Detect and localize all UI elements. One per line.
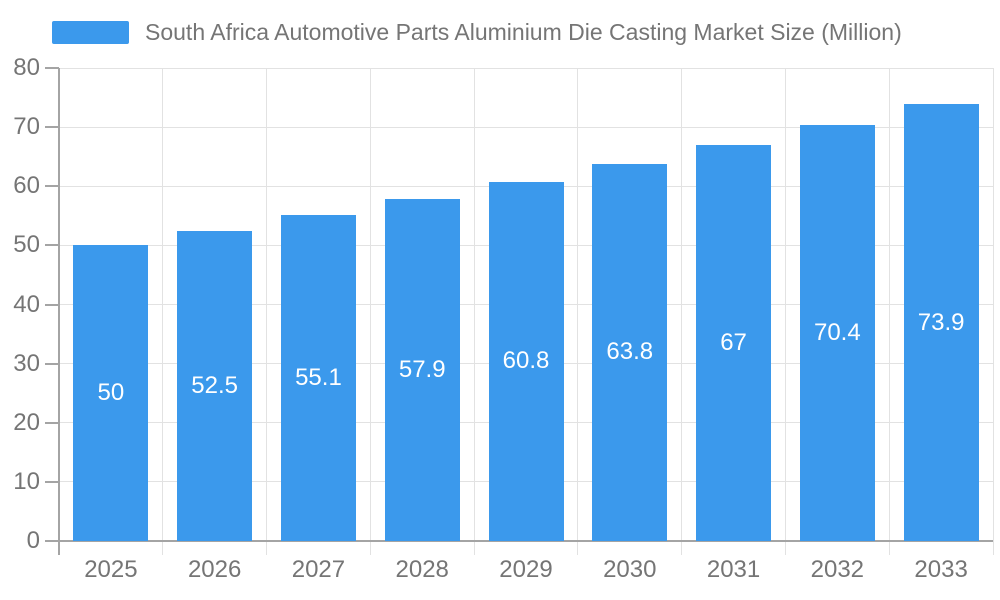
x-tick-label: 2032	[810, 556, 865, 583]
bar-value-label: 52.5	[191, 371, 239, 399]
y-axis-tick	[45, 126, 59, 129]
y-gridline	[59, 67, 993, 69]
y-tick-label: 70	[13, 113, 40, 141]
x-tick-label: 2030	[603, 556, 657, 583]
x-tick-label: 2027	[291, 556, 346, 583]
x-gridline	[888, 68, 890, 555]
bar-value-label: 60.8	[502, 347, 550, 375]
bar[interactable]	[177, 230, 253, 541]
y-tick-label: 10	[13, 467, 40, 495]
chart-legend[interactable]: South Africa Automotive Parts Aluminium …	[52, 18, 902, 46]
legend-series-label: South Africa Automotive Parts Aluminium …	[145, 18, 902, 45]
y-axis-tick	[45, 185, 59, 188]
y-axis-tick	[45, 244, 59, 247]
y-axis-tick	[45, 67, 59, 69]
y-axis-tick	[45, 362, 59, 365]
x-tick-label: 2029	[499, 556, 553, 583]
x-tick-label: 2025	[84, 556, 138, 583]
bar[interactable]	[799, 124, 875, 541]
x-gridline	[369, 68, 371, 555]
bar[interactable]	[280, 215, 356, 541]
y-axis-tick	[45, 540, 59, 542]
y-tick-label: 0	[26, 527, 40, 554]
bar[interactable]	[696, 144, 772, 541]
x-tick-label: 2028	[395, 556, 449, 583]
bar[interactable]	[903, 104, 979, 541]
bar-value-label: 50	[97, 379, 125, 407]
x-axis-line	[59, 540, 993, 542]
y-tick-label: 80	[13, 54, 40, 81]
bar[interactable]	[488, 181, 564, 541]
bar-value-label: 63.8	[606, 338, 654, 366]
y-tick-label: 30	[13, 349, 40, 377]
x-tick-label: 2031	[706, 556, 761, 583]
bar-value-label: 55.1	[295, 364, 342, 392]
bar-value-label: 57.9	[398, 355, 446, 383]
y-tick-label: 20	[13, 408, 40, 436]
bar[interactable]	[384, 198, 460, 541]
y-tick-label: 60	[13, 172, 40, 200]
x-gridline	[681, 68, 683, 555]
legend-swatch	[52, 20, 129, 44]
y-tick-label: 50	[13, 231, 40, 259]
x-tick-label: 2033	[914, 556, 968, 583]
x-gridline	[784, 68, 786, 555]
x-gridline	[992, 68, 994, 555]
y-gridline	[59, 126, 993, 128]
y-axis-tick	[45, 303, 59, 306]
bar-value-label: 73.9	[917, 308, 965, 336]
y-axis-line	[58, 68, 60, 555]
bar[interactable]	[73, 245, 149, 541]
y-axis-tick	[45, 421, 59, 424]
x-gridline	[473, 68, 475, 555]
bar[interactable]	[592, 163, 668, 541]
x-tick-label: 2026	[187, 556, 242, 583]
bar-value-label: 67	[720, 328, 747, 356]
y-axis-tick	[45, 480, 59, 483]
bar-value-label: 70.4	[813, 318, 861, 346]
x-gridline	[266, 68, 268, 555]
y-tick-label: 40	[13, 290, 40, 318]
x-gridline	[162, 68, 164, 555]
x-gridline	[577, 68, 579, 555]
